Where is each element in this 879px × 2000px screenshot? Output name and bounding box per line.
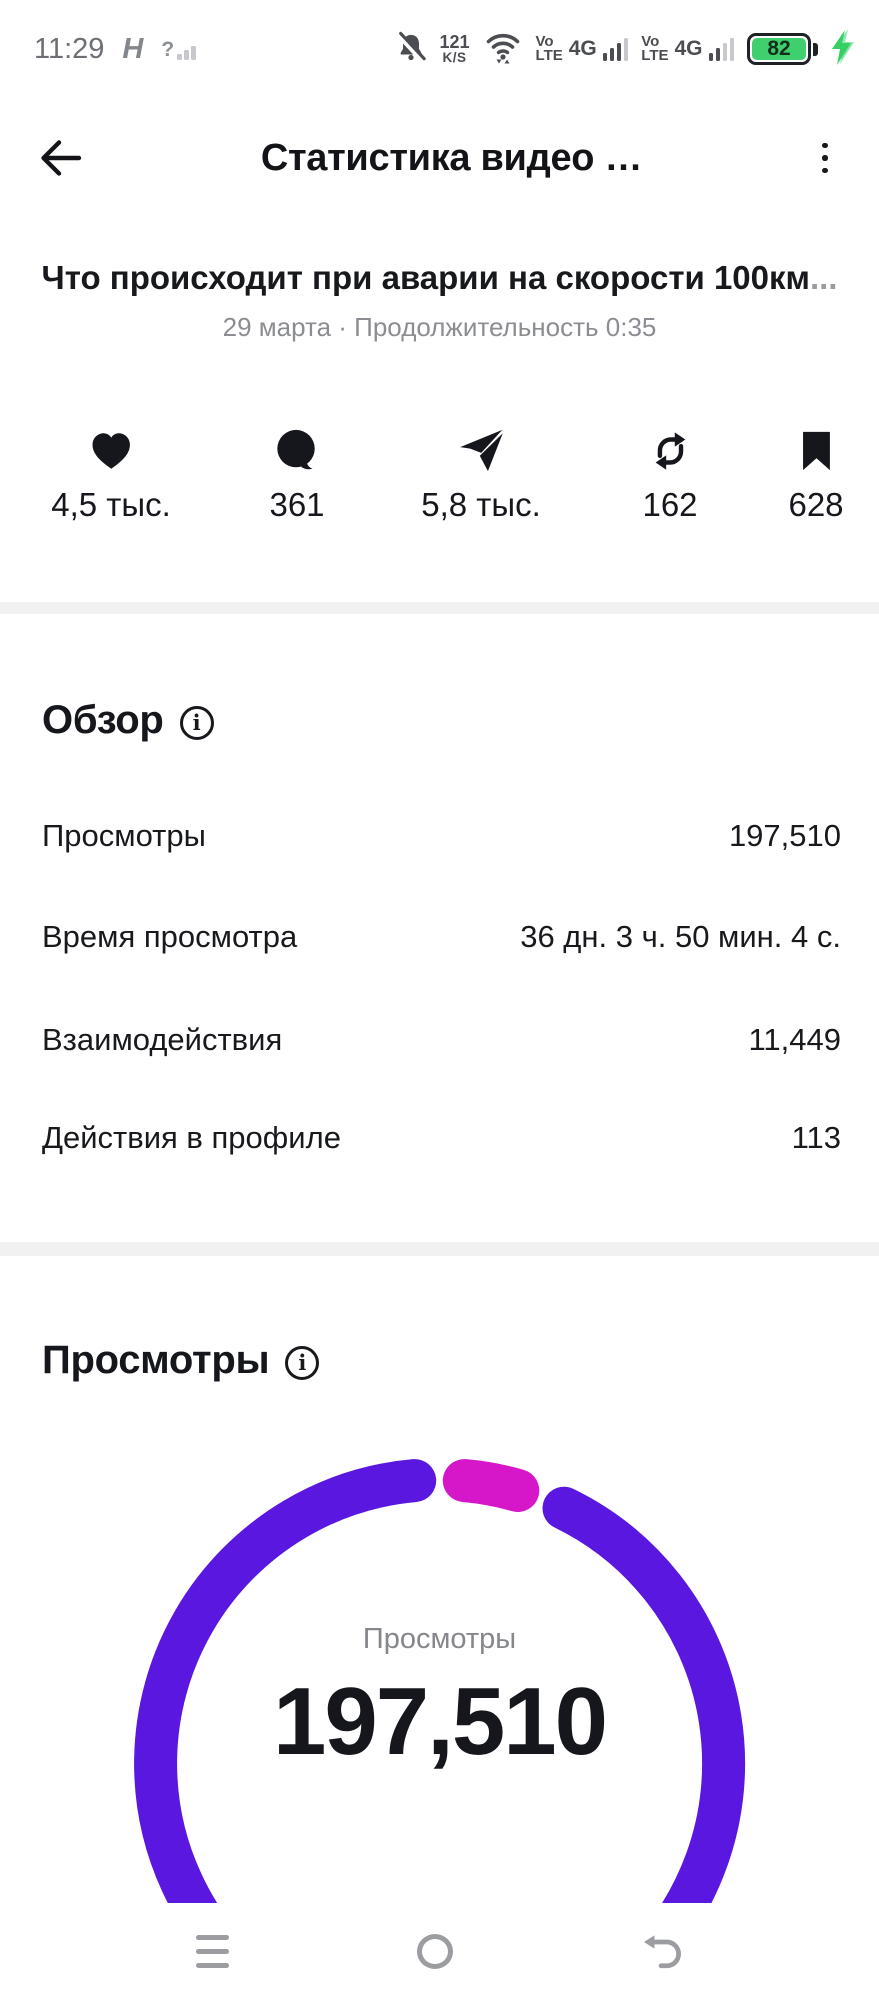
sim1-volte-label: Vo LTE bbox=[535, 32, 563, 64]
overview-row-interactions: Взаимодействия 11,449 bbox=[42, 1022, 841, 1058]
title-truncation: ... bbox=[809, 259, 838, 296]
donut-rings bbox=[134, 1459, 746, 1903]
sim1-4g-label: 4G bbox=[568, 37, 597, 60]
network-speed: 121 K/S bbox=[439, 31, 470, 66]
views-donut-chart: Просмотры 197,510 bbox=[0, 1457, 879, 1903]
back-button[interactable] bbox=[36, 134, 92, 182]
share-icon bbox=[458, 428, 504, 474]
favorites-count: 628 bbox=[788, 486, 844, 523]
overview-row-views: Просмотры 197,510 bbox=[42, 818, 841, 854]
views-section-header: Просмотры i bbox=[42, 1338, 320, 1383]
battery-percent: 82 bbox=[767, 37, 791, 60]
comments-stat: 361 bbox=[269, 428, 325, 524]
status-left: 11:29 H ? bbox=[34, 33, 196, 66]
sim1-signal-icon bbox=[602, 37, 629, 61]
views-title: Просмотры bbox=[42, 1338, 270, 1382]
row-value: 113 bbox=[791, 1120, 841, 1155]
donut-center-label: Просмотры bbox=[362, 1623, 517, 1655]
video-title: Что происходит при аварии на скорости 10… bbox=[41, 259, 838, 296]
info-icon[interactable]: i bbox=[179, 705, 214, 740]
notifications-muted-icon bbox=[396, 31, 427, 68]
status-right: 121 K/S Vo LTE 4G Vo bbox=[396, 28, 857, 70]
recents-menu-button[interactable] bbox=[196, 1934, 229, 1969]
engagement-stats-row: 4,5 тыс. 361 5,8 тыс. 162 bbox=[0, 428, 879, 540]
status-bar: 11:29 H ? 121 K/S bbox=[34, 22, 857, 76]
repost-icon bbox=[647, 428, 693, 474]
donut-segment-primary bbox=[134, 1459, 746, 1903]
reposts-count: 162 bbox=[642, 486, 698, 523]
video-meta: 29 марта · Продолжительность 0:35 bbox=[222, 311, 657, 342]
overview-row-watch-time: Время просмотра 36 дн. 3 ч. 50 мин. 4 с. bbox=[42, 919, 841, 955]
sim2-signal-icon bbox=[708, 37, 734, 61]
comments-count: 361 bbox=[269, 486, 325, 523]
page-title: Статистика видео … bbox=[260, 136, 643, 179]
overview-row-profile-actions: Действия в профиле 113 bbox=[42, 1120, 841, 1156]
overview-section-header: Обзор i bbox=[42, 698, 214, 743]
carrier-h-icon: H bbox=[122, 32, 144, 65]
sim-no-signal-icon: ? bbox=[161, 39, 196, 60]
overview-title: Обзор bbox=[42, 698, 164, 742]
row-label: Действия в профиле bbox=[42, 1120, 341, 1155]
sim1-status: Vo LTE 4G bbox=[535, 32, 629, 64]
comment-icon bbox=[274, 428, 320, 474]
likes-count: 4,5 тыс. bbox=[51, 486, 171, 523]
row-label: Просмотры bbox=[42, 818, 206, 853]
video-header: Что происходит при аварии на скорости 10… bbox=[18, 258, 861, 343]
reposts-stat: 162 bbox=[642, 428, 698, 524]
row-label: Взаимодействия bbox=[42, 1022, 283, 1057]
home-button[interactable] bbox=[417, 1934, 453, 1969]
battery-indicator: 82 bbox=[747, 33, 818, 65]
info-icon[interactable]: i bbox=[285, 1345, 320, 1380]
nav-back-button[interactable] bbox=[641, 1933, 683, 1971]
sim2-status: Vo LTE 4G bbox=[641, 32, 734, 64]
favorites-stat: 628 bbox=[788, 428, 844, 524]
sim2-4g-label: 4G bbox=[674, 37, 703, 60]
wifi-icon bbox=[483, 30, 523, 69]
sim2-volte-label: Vo LTE bbox=[641, 32, 669, 64]
section-divider bbox=[0, 1242, 879, 1256]
shares-stat: 5,8 тыс. bbox=[421, 428, 541, 524]
section-divider bbox=[0, 602, 879, 614]
donut-segment-secondary bbox=[442, 1459, 540, 1512]
row-label: Время просмотра bbox=[42, 919, 298, 954]
row-value: 197,510 bbox=[728, 818, 841, 853]
more-options-button[interactable] bbox=[811, 142, 839, 174]
clock: 11:29 bbox=[34, 32, 105, 65]
likes-stat: 4,5 тыс. bbox=[51, 428, 171, 524]
row-value: 11,449 bbox=[748, 1022, 841, 1057]
app-bar: Статистика видео … bbox=[36, 126, 839, 190]
bookmark-icon bbox=[793, 428, 839, 474]
heart-icon bbox=[88, 428, 134, 474]
row-value: 36 дн. 3 ч. 50 мин. 4 с. bbox=[520, 919, 841, 954]
donut-center-value: 197,510 bbox=[272, 1668, 608, 1775]
battery-icon: 82 bbox=[747, 33, 811, 65]
system-nav-bar bbox=[0, 1903, 879, 2000]
shares-count: 5,8 тыс. bbox=[421, 486, 541, 523]
charging-bolt-icon bbox=[831, 28, 857, 70]
